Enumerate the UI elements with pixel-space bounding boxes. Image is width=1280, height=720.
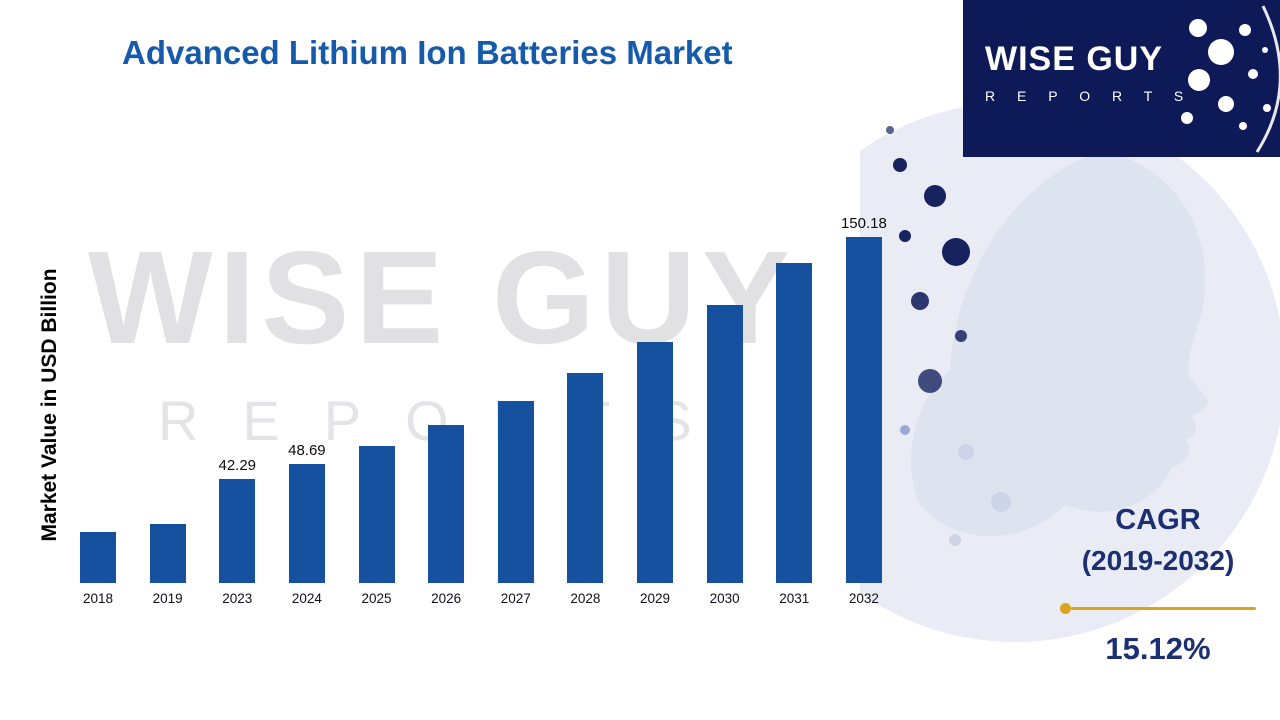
bar-2032 xyxy=(845,237,882,583)
logo-wordmark: WISE GUY xyxy=(985,40,1164,78)
logo-subtitle: R E P O R T S xyxy=(985,88,1193,104)
logo-block: WISE GUY R E P O R T S xyxy=(963,0,1280,157)
cagr-range: (2019-2032) xyxy=(1081,545,1235,576)
bar-2025 xyxy=(358,446,395,583)
bar-value-label: 150.18 xyxy=(840,215,887,232)
bar-column-2019: 2019 xyxy=(149,215,186,606)
bar-2031 xyxy=(776,263,813,583)
x-tick-label: 2019 xyxy=(152,591,183,606)
bar-column-2029: 2029 xyxy=(637,215,673,606)
bar-2027 xyxy=(497,401,534,583)
cagr-value: 15.12% xyxy=(1105,631,1211,666)
bar-column-2028: 2028 xyxy=(567,215,604,606)
bar-column-2024: 48.69 2024 xyxy=(288,215,326,606)
cagr-panel: CAGR (2019-2032) 15.12% xyxy=(1042,504,1274,667)
x-tick-label: 2031 xyxy=(779,591,810,606)
divider-dot-icon xyxy=(1060,603,1071,614)
bar-column-2030: 2030 xyxy=(706,215,743,606)
bar-2028 xyxy=(567,373,604,583)
x-tick-label: 2032 xyxy=(848,591,879,606)
watermark-line1: WISE GUY xyxy=(88,224,797,371)
bar-chart: 2018 2019 42.29 2023 48.69 2024 2025 2026 2027 20… xyxy=(80,215,887,606)
y-axis-label: Market Value in USD Billion xyxy=(38,268,61,542)
logo-text: WISE GUY R E P O R T S xyxy=(985,40,1192,104)
x-tick-label: 2030 xyxy=(709,591,740,606)
x-tick-label: 2025 xyxy=(361,591,392,606)
bar-column-2023: 42.29 2023 xyxy=(218,215,257,606)
x-tick-label: 2018 xyxy=(82,591,114,606)
x-tick-label: 2027 xyxy=(500,591,531,606)
bar-2030 xyxy=(706,305,743,583)
bar-2019 xyxy=(149,524,186,583)
x-tick-label: 2028 xyxy=(570,591,601,606)
bar-column-2027: 2027 xyxy=(497,215,534,606)
bars-container: 2018 2019 42.29 2023 48.69 2024 2025 2026 2027 20… xyxy=(80,215,887,606)
cagr-label: CAGR xyxy=(1115,504,1201,536)
bar-column-2018: 2018 xyxy=(80,215,116,606)
bar-2026 xyxy=(428,425,465,583)
bar-column-2026: 2026 xyxy=(428,215,465,606)
x-tick-label: 2024 xyxy=(291,591,322,606)
x-tick-label: 2023 xyxy=(222,591,253,606)
decorative-face-art xyxy=(860,102,1280,642)
x-tick-label: 2029 xyxy=(639,591,671,606)
divider-rule xyxy=(1071,607,1256,610)
cagr-divider xyxy=(1060,603,1256,614)
bar-value-label: 48.69 xyxy=(288,442,326,459)
bar-column-2031: 2031 xyxy=(776,215,813,606)
page-title: Advanced Lithium Ion Batteries Market xyxy=(122,34,733,71)
bar-2023 xyxy=(219,479,256,583)
x-tick-label: 2026 xyxy=(431,591,462,606)
bar-column-2025: 2025 xyxy=(358,215,395,606)
bar-value-label: 42.29 xyxy=(218,457,257,474)
logo-face-icon xyxy=(1181,5,1280,153)
bar-2029 xyxy=(637,342,673,583)
bar-column-2032: 150.18 2032 xyxy=(841,215,887,606)
bar-2018 xyxy=(80,532,116,583)
bar-2024 xyxy=(288,464,325,583)
